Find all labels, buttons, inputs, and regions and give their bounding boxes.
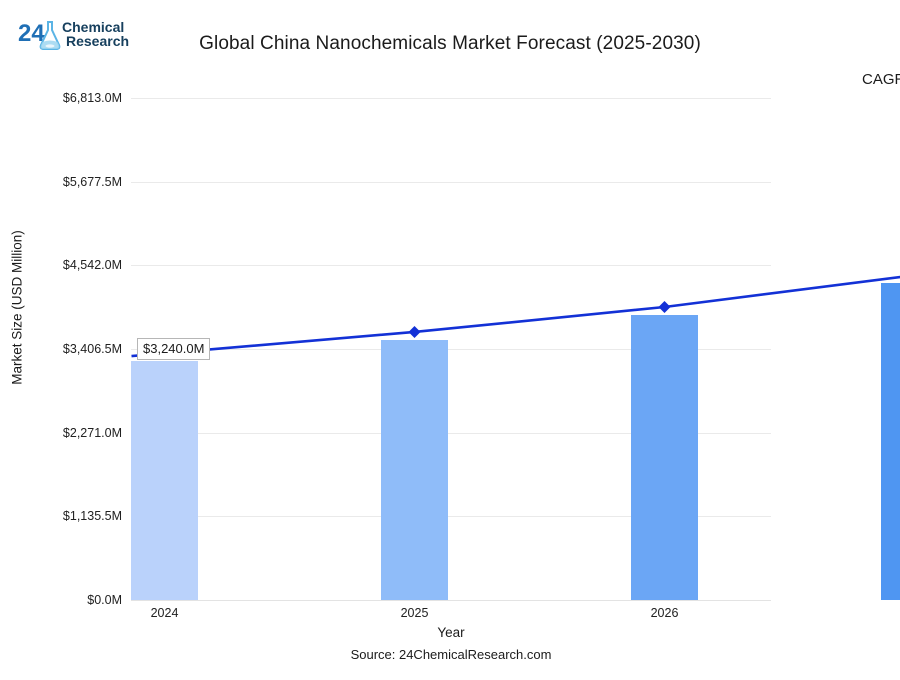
gridline — [131, 181, 771, 183]
y-axis-tick-label: $1,135.5M — [62, 509, 122, 524]
bar-2027[interactable] — [881, 283, 900, 600]
y-axis-tick-label: $0.0M — [87, 593, 122, 607]
bar-2024[interactable] — [131, 361, 198, 600]
svg-text:Research: Research — [66, 33, 129, 49]
x-axis-tick-label: 2024 — [150, 606, 179, 620]
data-label-2024: $3,240.0M — [137, 338, 211, 360]
x-axis-tick-label: 2025 — [400, 606, 429, 620]
brand-logo: 24 Chemical Research — [18, 16, 130, 56]
x-axis-line — [131, 600, 771, 601]
gridline — [131, 265, 771, 267]
y-axis-tick-label: $6,813.0M — [62, 91, 122, 105]
plot-area — [131, 98, 900, 601]
source-caption: Source: 24ChemicalResearch.com — [350, 647, 552, 662]
gridline — [131, 516, 771, 518]
bar-2026[interactable] — [631, 315, 698, 600]
gridline — [131, 98, 771, 99]
legend-cagr-label: CAGR — [862, 71, 900, 88]
logo-icon: 24 Chemical Research — [18, 19, 129, 50]
x-axis-title: Year — [437, 625, 465, 640]
y-axis-tick-label: $2,271.0M — [62, 425, 122, 440]
svg-text:Chemical: Chemical — [62, 19, 124, 35]
bar-2025[interactable] — [381, 339, 448, 600]
gridline — [131, 432, 771, 434]
y-axis-tick-label: $3,406.5M — [62, 342, 122, 356]
svg-text:24: 24 — [18, 20, 45, 47]
chart-title: Global China Nanochemicals Market Foreca… — [199, 33, 701, 54]
y-axis-ticks: $0.0M $1,135.5M $2,271.0M $3,406.5M $4,542.0… — [18, 91, 122, 607]
y-axis-tick-label: $4,542.0M — [62, 258, 122, 273]
x-axis-tick-label: 2026 — [650, 606, 679, 620]
y-axis-tick-label: $5,677.5M — [62, 174, 122, 189]
